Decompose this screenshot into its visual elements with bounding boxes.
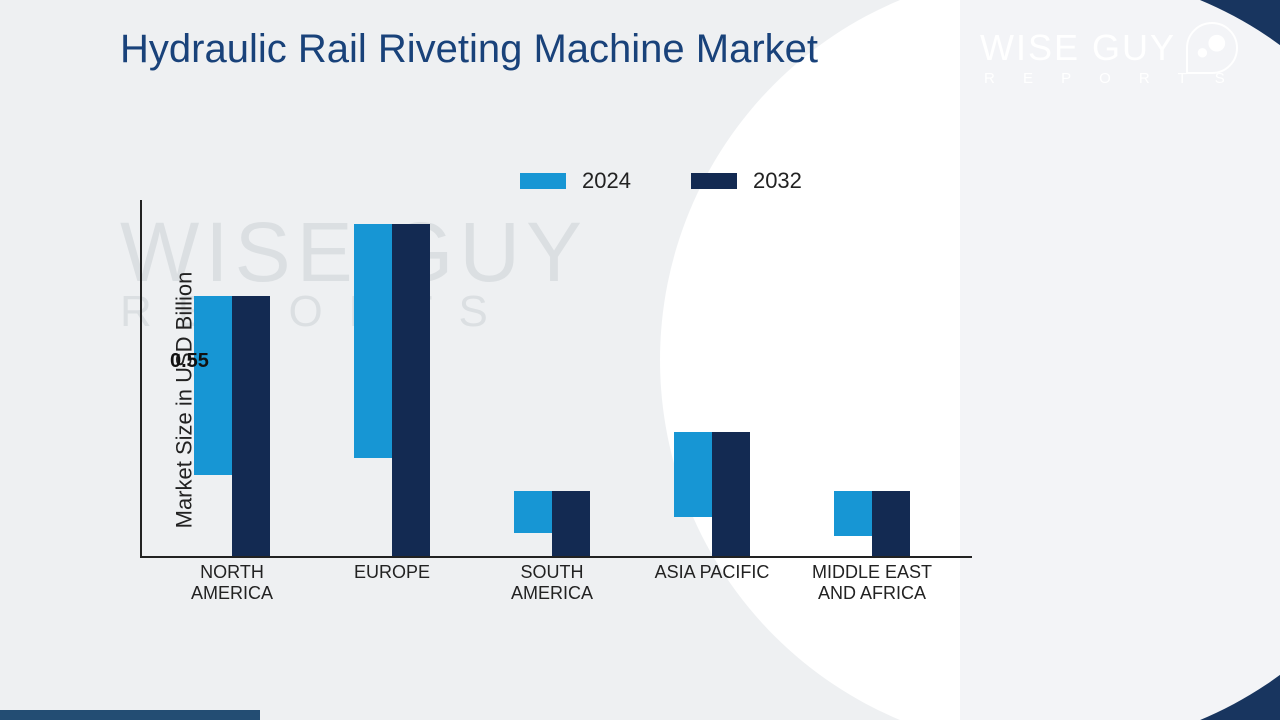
bottom-accent-bar <box>0 710 260 720</box>
legend-swatch-2032 <box>691 173 737 189</box>
bar-2032 <box>872 491 910 556</box>
legend-label-2024: 2024 <box>582 168 631 194</box>
bar-2024 <box>514 491 552 533</box>
bar-2024 <box>834 491 872 537</box>
bar-group: ASIA PACIFIC <box>652 432 772 556</box>
legend-swatch-2024 <box>520 173 566 189</box>
legend-item-2024: 2024 <box>520 168 631 194</box>
bar-2024 <box>194 296 232 475</box>
category-label: NORTH AMERICA <box>162 556 302 603</box>
legend-label-2032: 2032 <box>753 168 802 194</box>
bar-2024 <box>674 432 712 517</box>
bar-2032 <box>712 432 750 556</box>
bar-group: MIDDLE EAST AND AFRICA <box>812 491 932 556</box>
bar-2032 <box>392 224 430 556</box>
category-label: EUROPE <box>322 556 462 583</box>
bar-group: SOUTH AMERICA <box>492 491 612 556</box>
brand-logo: WISE GUY R E P O R T S <box>980 22 1260 87</box>
bar-2024 <box>354 224 392 458</box>
bar-2032 <box>552 491 590 556</box>
bar-group: NORTH AMERICA0.55 <box>172 296 292 556</box>
bar-2032 <box>232 296 270 556</box>
plot-area: NORTH AMERICA0.55 EUROPE SOUTH AMERICA ASIA… <box>140 200 972 558</box>
category-label: ASIA PACIFIC <box>642 556 782 583</box>
bar-chart: Market Size in USD Billion NORTH AMERICA… <box>92 200 972 600</box>
value-label: 0.55 <box>170 350 209 373</box>
bar-group: EUROPE <box>332 224 452 556</box>
brand-logo-main: WISE GUY <box>980 27 1176 69</box>
chart-legend: 2024 2032 <box>520 168 802 194</box>
category-label: SOUTH AMERICA <box>482 556 622 603</box>
category-label: MIDDLE EAST AND AFRICA <box>802 556 942 603</box>
legend-item-2032: 2032 <box>691 168 802 194</box>
page-title: Hydraulic Rail Riveting Machine Market <box>120 26 840 72</box>
brand-logo-head-icon <box>1186 22 1238 74</box>
